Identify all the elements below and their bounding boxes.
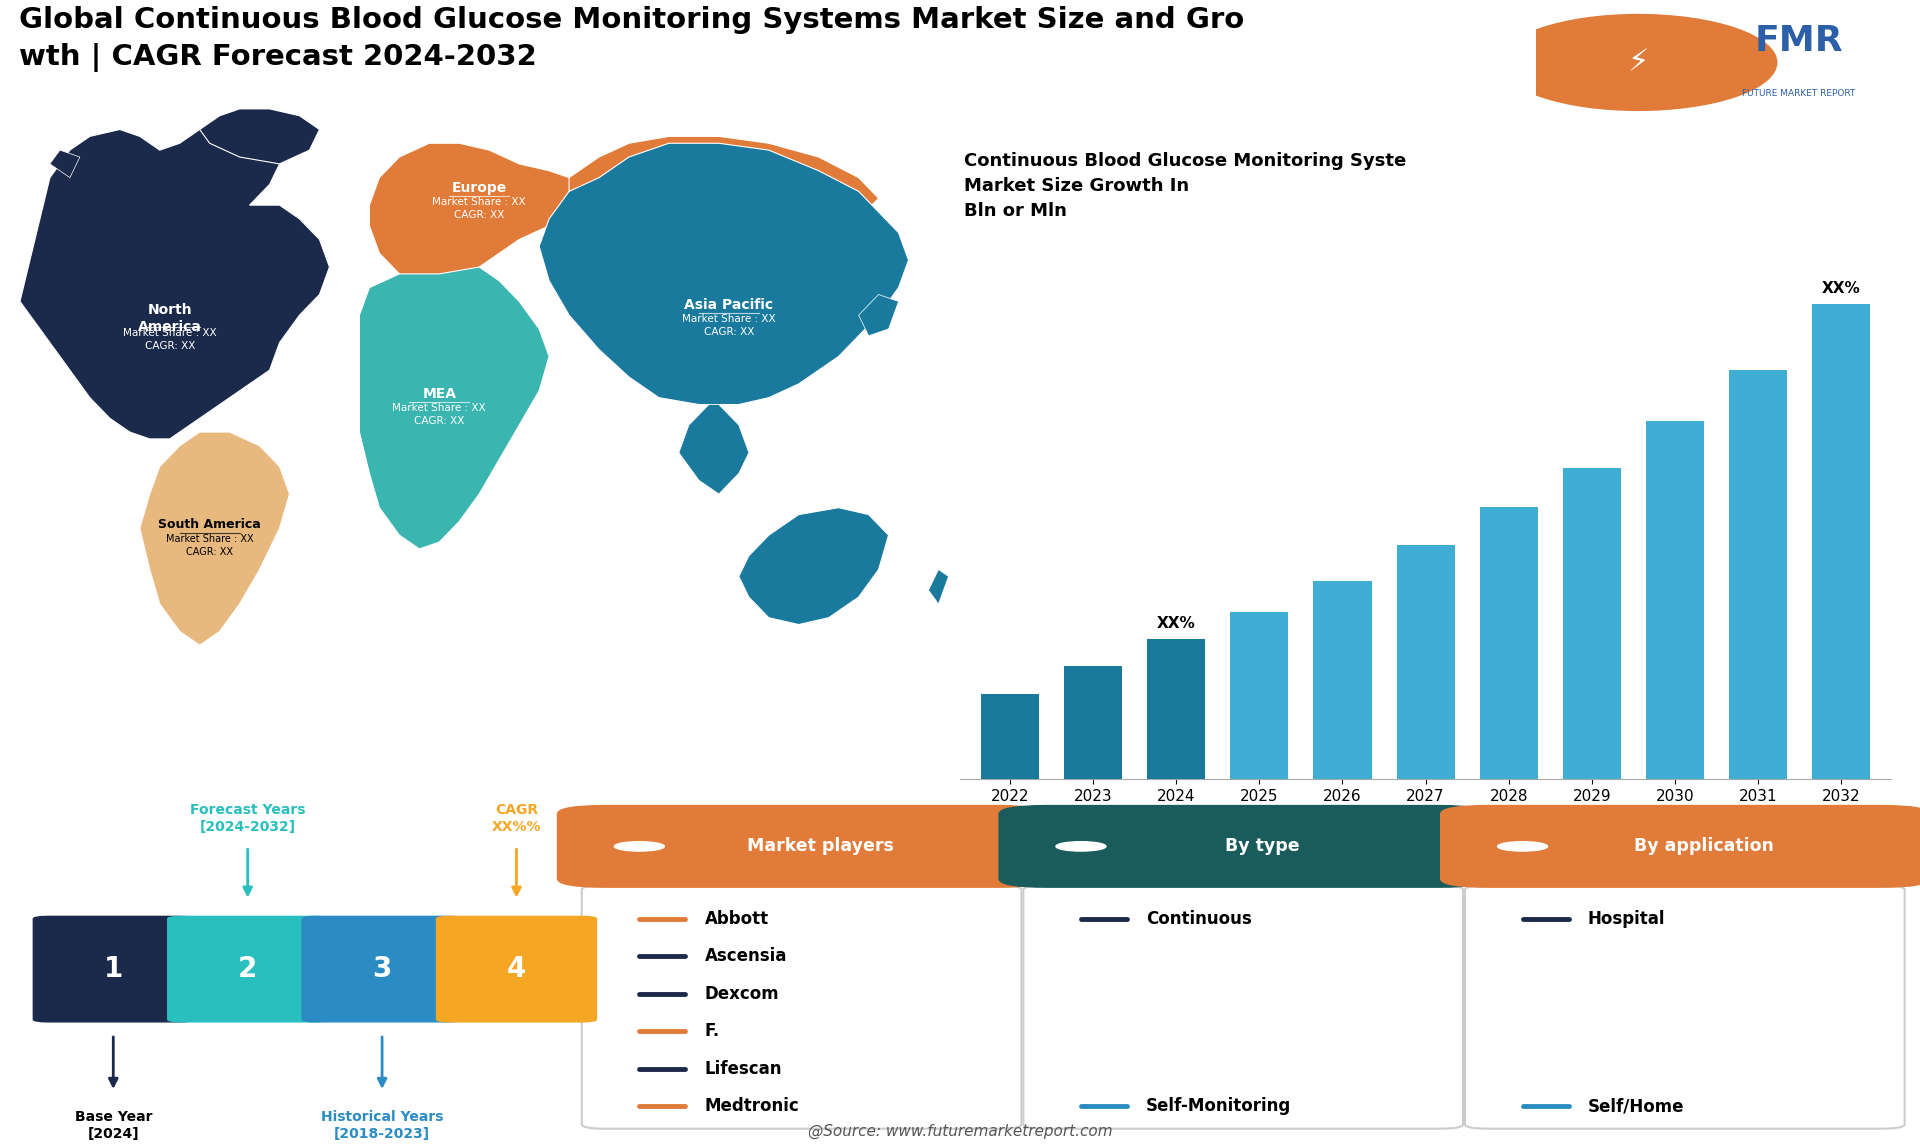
FancyBboxPatch shape [557, 804, 1046, 888]
Bar [1231, 612, 1288, 779]
Text: Market Share : XX
CAGR: XX: Market Share : XX CAGR: XX [165, 534, 253, 557]
FancyBboxPatch shape [1440, 804, 1920, 888]
FancyBboxPatch shape [1465, 886, 1905, 1129]
Polygon shape [50, 150, 81, 178]
Polygon shape [540, 143, 908, 405]
Text: FUTURE MARKET REPORT: FUTURE MARKET REPORT [1741, 89, 1855, 99]
Text: Self-Monitoring: Self-Monitoring [1146, 1097, 1292, 1115]
Text: 4: 4 [507, 955, 526, 983]
Text: Medtronic: Medtronic [705, 1097, 799, 1115]
Text: Market Share : XX
CAGR: XX: Market Share : XX CAGR: XX [392, 403, 486, 426]
Text: Base Year
[2024]: Base Year [2024] [75, 1109, 152, 1141]
Text: XX%: XX% [1822, 281, 1860, 296]
Text: F.: F. [705, 1022, 720, 1041]
Bar [1313, 581, 1371, 779]
Bar [1645, 421, 1705, 779]
Text: Abbott: Abbott [705, 910, 768, 927]
Text: XX%: XX% [1156, 617, 1196, 631]
Text: Europe: Europe [451, 181, 507, 195]
Text: Market Share : XX
CAGR: XX: Market Share : XX CAGR: XX [123, 328, 217, 351]
FancyBboxPatch shape [167, 916, 328, 1022]
FancyBboxPatch shape [582, 886, 1021, 1129]
FancyBboxPatch shape [998, 804, 1488, 888]
Polygon shape [140, 432, 290, 645]
Polygon shape [739, 508, 889, 625]
Bar [1064, 666, 1121, 779]
Text: Forecast Years
[2024-2032]: Forecast Years [2024-2032] [190, 803, 305, 834]
FancyBboxPatch shape [301, 916, 463, 1022]
Polygon shape [568, 136, 879, 260]
Text: Continuous: Continuous [1146, 910, 1252, 927]
Bar [1730, 370, 1788, 779]
Text: By type: By type [1225, 838, 1300, 855]
Circle shape [614, 841, 664, 851]
Circle shape [1500, 15, 1776, 110]
Bar [1146, 639, 1206, 779]
Text: Market Share : XX
CAGR: XX: Market Share : XX CAGR: XX [432, 197, 526, 220]
Polygon shape [19, 123, 330, 439]
Text: Market Share : XX
CAGR: XX: Market Share : XX CAGR: XX [682, 314, 776, 337]
Text: MEA: MEA [422, 387, 457, 401]
Circle shape [1498, 841, 1548, 851]
Text: Lifescan: Lifescan [705, 1060, 781, 1077]
Text: CAGR
XX%%: CAGR XX%% [492, 803, 541, 834]
Text: 2: 2 [238, 955, 257, 983]
Polygon shape [680, 405, 749, 494]
Polygon shape [369, 143, 580, 288]
FancyBboxPatch shape [33, 916, 194, 1022]
Polygon shape [929, 570, 948, 604]
Bar [1396, 545, 1455, 779]
Text: 3: 3 [372, 955, 392, 983]
Text: North
America: North America [138, 303, 202, 335]
Polygon shape [858, 295, 899, 336]
Text: @Source: www.futuremarketreport.com: @Source: www.futuremarketreport.com [808, 1123, 1112, 1139]
Text: Market players: Market players [747, 838, 895, 855]
Bar [1480, 507, 1538, 779]
Circle shape [1056, 841, 1106, 851]
Text: Asia Pacific: Asia Pacific [684, 298, 774, 312]
Text: South America: South America [157, 518, 261, 532]
Text: Hospital: Hospital [1588, 910, 1665, 927]
Bar [1812, 304, 1870, 779]
Bar [981, 693, 1039, 779]
Text: Historical Years
[2018-2023]: Historical Years [2018-2023] [321, 1109, 444, 1141]
Text: FMR: FMR [1755, 24, 1843, 58]
FancyBboxPatch shape [436, 916, 597, 1022]
Polygon shape [200, 109, 319, 164]
Text: ⚡: ⚡ [1628, 48, 1649, 77]
Text: Dexcom: Dexcom [705, 984, 780, 1003]
Polygon shape [359, 267, 549, 549]
Text: 1: 1 [104, 955, 123, 983]
Bar [1563, 468, 1620, 779]
FancyBboxPatch shape [1023, 886, 1463, 1129]
Text: Ascensia: Ascensia [705, 947, 787, 965]
Text: Global Continuous Blood Glucose Monitoring Systems Market Size and Gro
wth | CAG: Global Continuous Blood Glucose Monitori… [19, 6, 1244, 71]
Text: By application: By application [1634, 838, 1774, 855]
Text: Self/Home: Self/Home [1588, 1097, 1684, 1115]
Text: Continuous Blood Glucose Monitoring Syste
Market Size Growth In
Bln or Mln: Continuous Blood Glucose Monitoring Syst… [964, 151, 1407, 220]
